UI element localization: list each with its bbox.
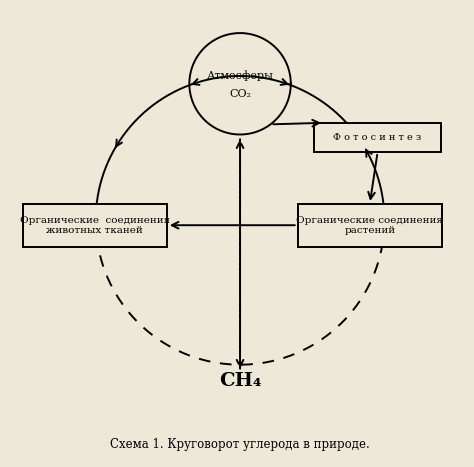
FancyBboxPatch shape <box>314 123 441 152</box>
Text: CO₂: CO₂ <box>229 89 251 99</box>
Text: CH₄: CH₄ <box>219 372 261 390</box>
FancyBboxPatch shape <box>298 204 442 247</box>
Text: Ф о т о с и н т е з: Ф о т о с и н т е з <box>334 133 422 142</box>
FancyBboxPatch shape <box>23 204 167 247</box>
Text: Органические соединения
растений: Органические соединения растений <box>296 215 443 235</box>
Text: Органические  соединения
животных тканей: Органические соединения животных тканей <box>19 215 170 235</box>
Text: Атмосферы: Атмосферы <box>207 71 273 81</box>
Text: Схема 1. Круговорот углерода в природе.: Схема 1. Круговорот углерода в природе. <box>110 438 370 451</box>
